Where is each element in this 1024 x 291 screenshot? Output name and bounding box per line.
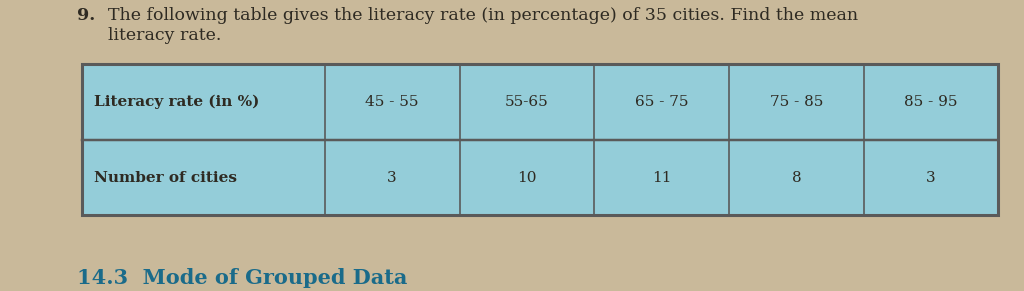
Text: 11: 11 [652,171,672,184]
Text: 10: 10 [517,171,537,184]
Bar [460,64,594,140]
Bar [594,64,729,140]
Bar [863,64,998,140]
Bar [82,140,325,215]
Bar [325,64,460,140]
Bar [460,140,594,215]
Bar [594,140,729,215]
Bar [325,140,460,215]
Text: 3: 3 [387,171,397,184]
Text: 55-65: 55-65 [505,95,549,109]
Bar [863,140,998,215]
Bar [82,64,325,140]
Bar [82,64,998,215]
Bar [729,140,863,215]
Text: 75 - 85: 75 - 85 [770,95,823,109]
Text: 14.3  Mode of Grouped Data: 14.3 Mode of Grouped Data [77,268,408,288]
Text: 3: 3 [927,171,936,184]
Text: 9.: 9. [77,7,95,24]
Text: The following table gives the literacy rate (in percentage) of 35 cities. Find t: The following table gives the literacy r… [108,7,858,44]
Text: Literacy rate (in %): Literacy rate (in %) [94,95,259,109]
Text: 45 - 55: 45 - 55 [366,95,419,109]
Text: Number of cities: Number of cities [94,171,238,184]
Text: 65 - 75: 65 - 75 [635,95,688,109]
Bar [729,64,863,140]
Text: 8: 8 [792,171,801,184]
Text: 85 - 95: 85 - 95 [904,95,957,109]
